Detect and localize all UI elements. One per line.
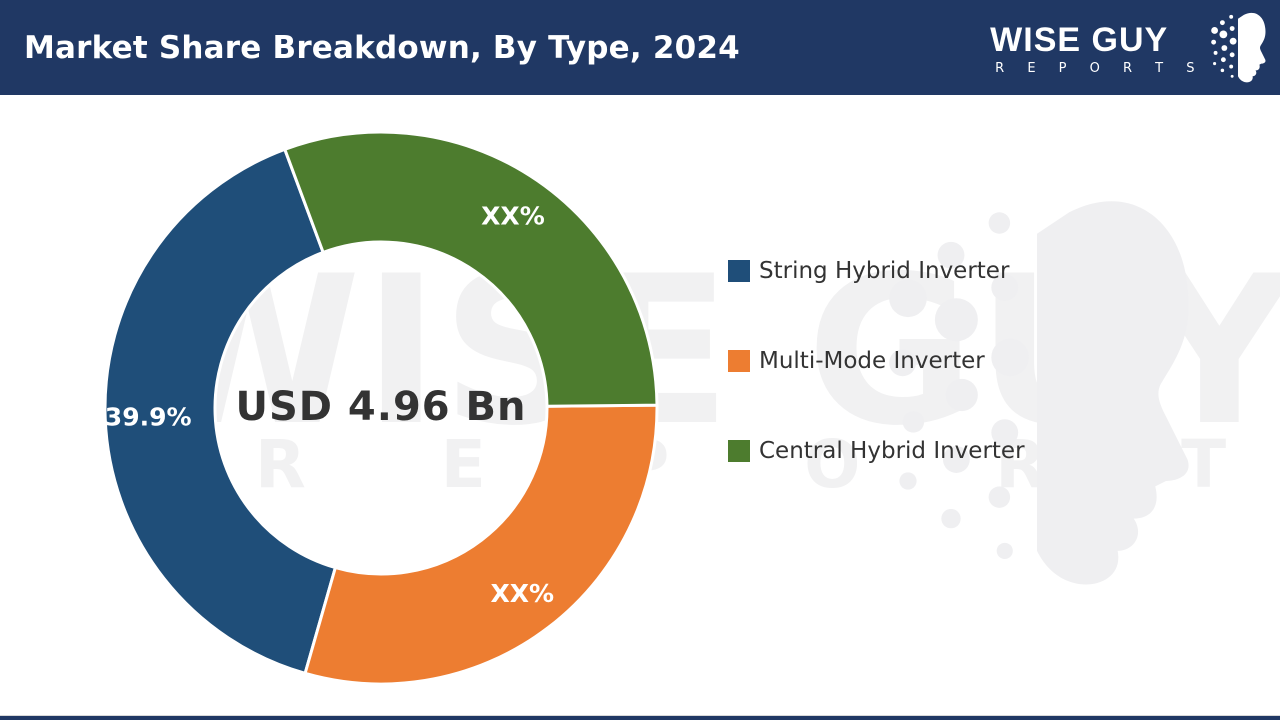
brand-wordmark: WISE GUY R E P O R T S: [990, 21, 1204, 76]
pie-slice-multi-mode-inverter: [303, 403, 659, 686]
brand-wordmark-line2: R E P O R T S: [995, 60, 1204, 76]
brand-logo: WISE GUY R E P O R T S: [990, 6, 1268, 90]
legend-item-central-hybrid-inverter: Central Hybrid Inverter: [728, 437, 1025, 465]
pie-slice-string-hybrid-inverter: [103, 147, 337, 675]
brand-face-dots-icon: [1211, 12, 1266, 83]
legend-label-multi-mode-inverter: Multi-Mode Inverter: [759, 348, 985, 374]
pie-slice-central-hybrid-inverter: [283, 130, 659, 408]
legend-swatch-central-hybrid-inverter: [728, 440, 750, 462]
legend-item-string-hybrid-inverter: String Hybrid Inverter: [728, 257, 1025, 285]
slice-label-central-hybrid-inverter: XX%: [481, 201, 545, 230]
legend-label-central-hybrid-inverter: Central Hybrid Inverter: [759, 438, 1025, 464]
header: Market Share Breakdown, By Type, 2024 WI…: [0, 0, 1280, 95]
slice-label-string-hybrid-inverter: 39.9%: [105, 403, 192, 432]
slice-label-multi-mode-inverter: XX%: [490, 579, 554, 608]
legend-label-string-hybrid-inverter: String Hybrid Inverter: [759, 258, 1010, 284]
chart-center-value: USD 4.96 Bn: [235, 384, 527, 430]
footer-bar: [0, 715, 1280, 720]
watermark-face-dots-icon: [889, 201, 1189, 585]
brand-wordmark-line1: WISE GUY: [990, 20, 1169, 59]
legend-swatch-string-hybrid-inverter: [728, 260, 750, 282]
legend-swatch-multi-mode-inverter: [728, 350, 750, 372]
legend-item-multi-mode-inverter: Multi-Mode Inverter: [728, 347, 1025, 375]
page-title: Market Share Breakdown, By Type, 2024: [24, 29, 740, 66]
chart-legend: String Hybrid Inverter Multi-Mode Inverte…: [728, 257, 1025, 527]
